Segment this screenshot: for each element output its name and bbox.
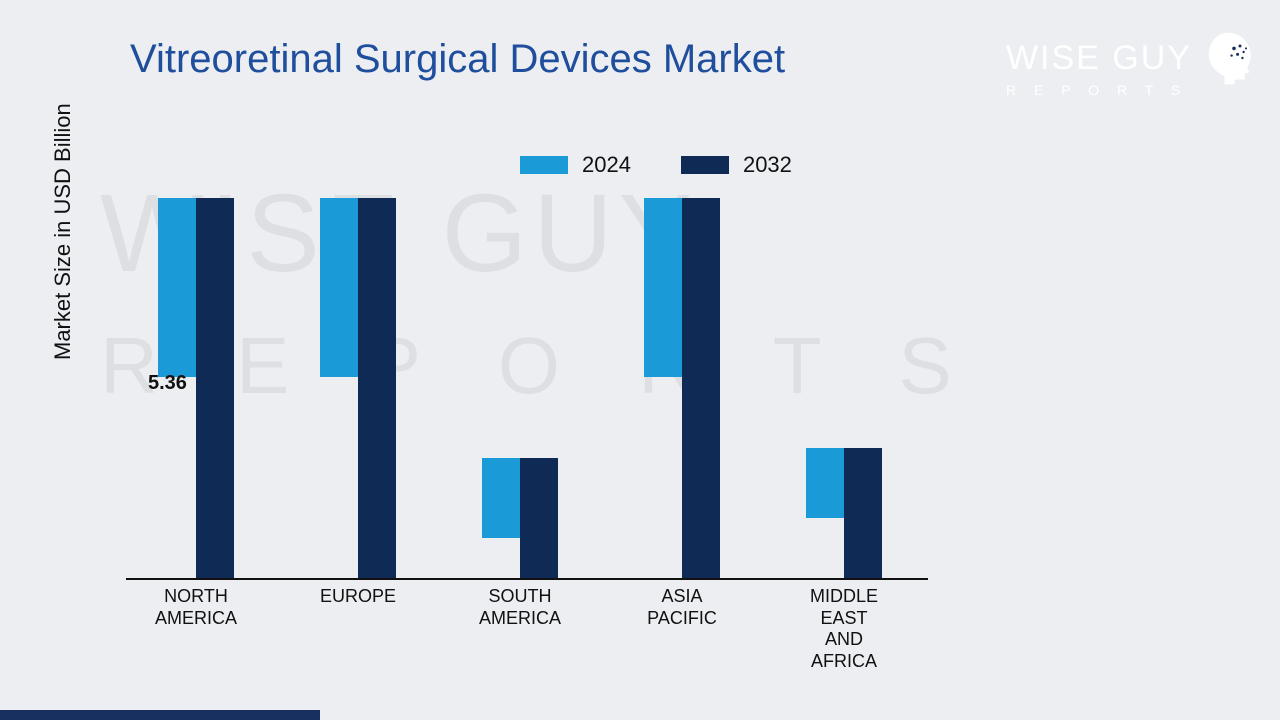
bar-2024	[806, 448, 844, 518]
legend-label-2032: 2032	[743, 152, 792, 178]
legend-swatch-2024	[520, 156, 568, 174]
x-axis-label: SOUTHAMERICA	[450, 586, 590, 629]
bar-2032	[844, 448, 882, 578]
bar-group	[288, 198, 428, 578]
x-axis-label: NORTHAMERICA	[126, 586, 266, 629]
bar-group	[126, 198, 266, 578]
brand-head-icon	[1198, 28, 1258, 88]
bar-group	[450, 458, 590, 578]
bar-2032	[196, 198, 234, 578]
bar-2032	[682, 198, 720, 578]
x-axis-label: EUROPE	[288, 586, 428, 608]
x-axis-label: MIDDLEEASTANDAFRICA	[774, 586, 914, 672]
x-axis-label: ASIAPACIFIC	[612, 586, 752, 629]
legend-swatch-2032	[681, 156, 729, 174]
bar-2024	[482, 458, 520, 538]
y-axis-label: Market Size in USD Billion	[50, 103, 76, 360]
brand-logo: WISE GUY R E P O R T S	[1006, 28, 1258, 98]
bar-2032	[358, 198, 396, 578]
bar-value-label: 5.36	[148, 372, 187, 395]
page-root: WISE GUY R E P O R T S WISE GUY R E P O …	[0, 0, 1280, 720]
legend-label-2024: 2024	[582, 152, 631, 178]
plot-area: 5.36	[126, 180, 928, 580]
bar-2032	[520, 458, 558, 578]
legend-item-2024: 2024	[520, 152, 631, 178]
chart-title: Vitreoretinal Surgical Devices Market	[130, 36, 785, 82]
bar-group	[774, 448, 914, 578]
bar-2024	[158, 198, 196, 377]
brand-line1: WISE GUY	[1006, 39, 1192, 78]
chart-area: 5.36	[88, 180, 928, 580]
x-labels: NORTHAMERICA EUROPE SOUTHAMERICA ASIAPACIFI…	[126, 586, 928, 706]
bottom-bar	[0, 710, 320, 720]
bar-2024	[320, 198, 358, 377]
legend-item-2032: 2032	[681, 152, 792, 178]
legend: 2024 2032	[520, 152, 792, 178]
bar-group	[612, 198, 752, 578]
bar-2024	[644, 198, 682, 377]
